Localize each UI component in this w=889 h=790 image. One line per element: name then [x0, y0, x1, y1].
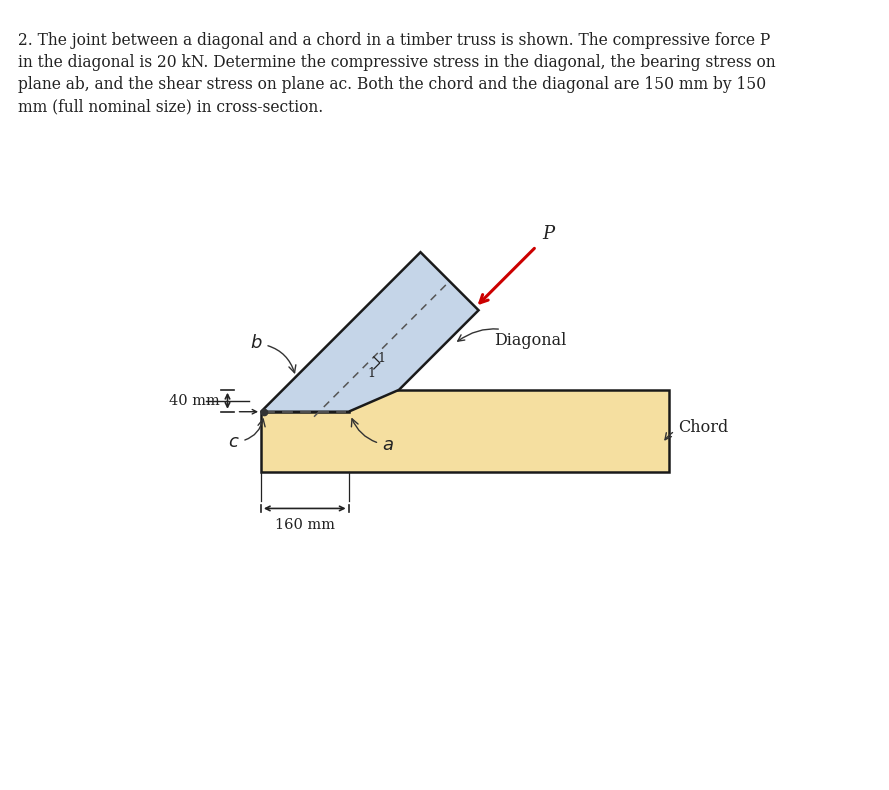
Text: 40 mm: 40 mm — [170, 393, 220, 408]
Text: 1: 1 — [367, 367, 375, 381]
Text: Chord: Chord — [665, 419, 728, 440]
Text: 160 mm: 160 mm — [275, 517, 335, 532]
Polygon shape — [261, 252, 478, 412]
Text: 1: 1 — [377, 352, 385, 364]
Text: Diagonal: Diagonal — [458, 329, 566, 349]
Text: $c$: $c$ — [228, 419, 265, 451]
Text: P: P — [542, 225, 555, 243]
Polygon shape — [261, 389, 669, 472]
Text: $b$: $b$ — [250, 334, 296, 373]
Text: $a$: $a$ — [351, 419, 394, 454]
Text: 2. The joint between a diagonal and a chord in a timber truss is shown. The comp: 2. The joint between a diagonal and a ch… — [18, 32, 775, 115]
